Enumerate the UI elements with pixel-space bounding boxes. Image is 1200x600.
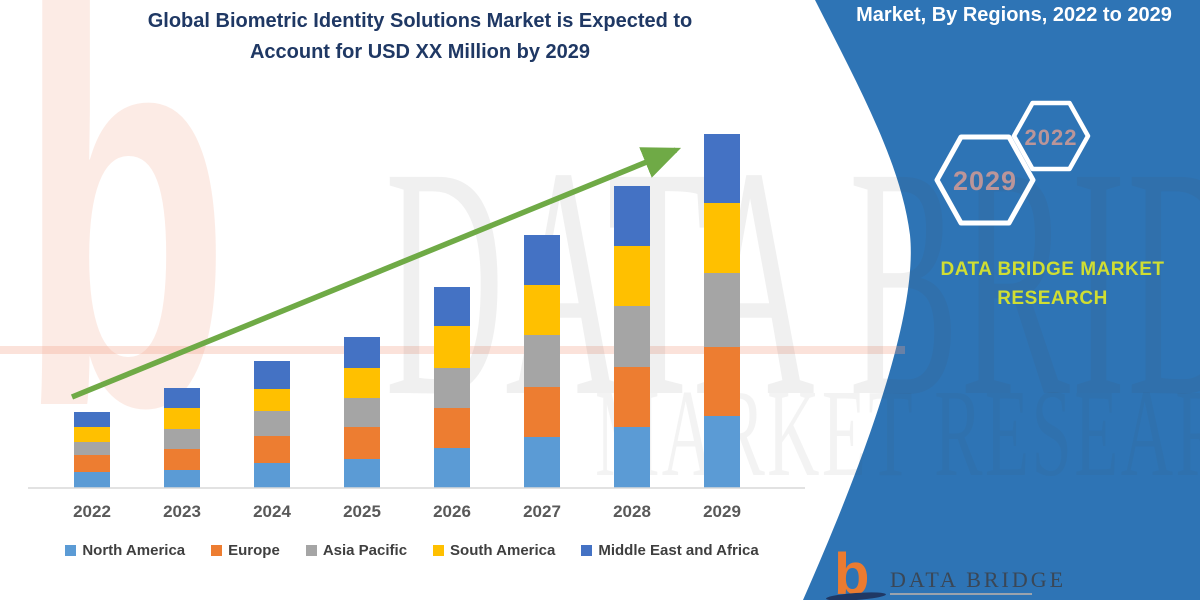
chart-title-line1: Global Biometric Identity Solutions Mark… bbox=[147, 10, 693, 32]
bar-segment bbox=[524, 285, 560, 335]
bar-segment bbox=[344, 368, 380, 398]
bar-segment bbox=[344, 427, 380, 459]
legend-swatch bbox=[211, 544, 223, 556]
legend-swatch bbox=[433, 544, 445, 556]
bar-segment bbox=[614, 427, 650, 488]
chart-title: Global Biometric Identity Solutions Mark… bbox=[60, 6, 780, 68]
bar-segment bbox=[434, 368, 470, 408]
bar-segment bbox=[434, 448, 470, 488]
bar-segment bbox=[254, 463, 290, 488]
legend-swatch bbox=[305, 544, 317, 556]
bar-segment bbox=[164, 470, 200, 488]
legend-label: South America bbox=[450, 541, 556, 559]
bar-segment bbox=[704, 347, 740, 416]
hexagon-label-2029: 2029 bbox=[952, 166, 1018, 196]
bar-segment bbox=[434, 326, 470, 368]
legend-label: Middle East and Africa bbox=[598, 541, 759, 559]
chart-legend: North America Europe Asia Pacific South Ame… bbox=[0, 540, 824, 560]
x-axis-tick-label: 2029 bbox=[703, 502, 741, 521]
hexagon-2022 bbox=[1011, 100, 1091, 172]
bar-segment bbox=[614, 306, 650, 367]
bar-segment bbox=[74, 442, 110, 455]
bar-segment bbox=[614, 367, 650, 427]
bar-segment bbox=[614, 186, 650, 246]
bar-segment bbox=[704, 203, 740, 273]
legend-swatch bbox=[581, 544, 593, 556]
panel-heading: Market, By Regions, 2022 to 2029 bbox=[856, 4, 1172, 26]
footer-wordmark-rule bbox=[890, 593, 1032, 595]
x-axis-tick-label: 2024 bbox=[253, 502, 291, 521]
bar-segment bbox=[704, 273, 740, 347]
trend-arrow bbox=[70, 147, 682, 400]
bar-segment bbox=[164, 408, 200, 429]
bar-segment bbox=[164, 449, 200, 470]
footer-logo-wordmark: DATA BRIDGE bbox=[890, 567, 1067, 592]
bar-segment bbox=[254, 389, 290, 411]
legend-item: Middle East and Africa bbox=[581, 541, 759, 559]
legend-swatch bbox=[65, 544, 77, 556]
bar-segment bbox=[524, 335, 560, 387]
bar-segment bbox=[344, 337, 380, 368]
bar-segment bbox=[704, 416, 740, 488]
hexagon-2029 bbox=[934, 134, 1036, 226]
bar-segment bbox=[74, 455, 110, 472]
bar-segment bbox=[254, 436, 290, 463]
bar-segment bbox=[254, 411, 290, 436]
bar-segment bbox=[164, 388, 200, 408]
footer-logo-b-icon: b bbox=[834, 542, 870, 600]
bar-segment bbox=[344, 398, 380, 427]
bar-segment bbox=[704, 134, 740, 203]
bar-segment bbox=[74, 472, 110, 488]
legend-label: Asia Pacific bbox=[322, 541, 408, 559]
hexagon-label-2022: 2022 bbox=[1024, 125, 1078, 150]
x-axis-tick-label: 2025 bbox=[343, 502, 381, 521]
chart-title-line2: Account for USD XX Million by 2029 bbox=[249, 41, 591, 63]
legend-item: North America bbox=[65, 542, 185, 559]
brand-text-line2: RESEARCH bbox=[997, 288, 1108, 309]
bar-segment bbox=[434, 408, 470, 448]
brand-text-line1: DATA BRIDGE MARKET bbox=[940, 259, 1165, 280]
footer-logo-tagline: MARKET RESEARCH bbox=[890, 597, 1092, 600]
bar-segment bbox=[434, 287, 470, 326]
bar-segment bbox=[614, 246, 650, 306]
x-axis-tick-label: 2026 bbox=[433, 502, 471, 521]
blue-swoosh-shape bbox=[803, 0, 1200, 600]
x-axis-tick-label: 2028 bbox=[613, 502, 651, 521]
x-axis-tick-label: 2023 bbox=[163, 502, 201, 521]
bar-segment bbox=[344, 459, 380, 488]
bar-segment bbox=[74, 412, 110, 427]
legend-item: Europe bbox=[211, 542, 280, 559]
bar-segment bbox=[524, 387, 560, 437]
legend-label: North America bbox=[82, 541, 186, 559]
bar-segment bbox=[254, 361, 290, 389]
legend-label: Europe bbox=[228, 541, 280, 559]
legend-item: South America bbox=[433, 542, 555, 559]
x-axis-tick-label: 2027 bbox=[523, 502, 561, 521]
brand-text: DATA BRIDGE MARKET RESEARCH bbox=[915, 255, 1190, 313]
x-axis-tick-label: 2022 bbox=[73, 502, 111, 521]
bar-segment bbox=[164, 429, 200, 449]
bar-segment bbox=[74, 427, 110, 442]
legend-item: Asia Pacific bbox=[305, 541, 408, 559]
bar-segment bbox=[524, 437, 560, 488]
bar-segment bbox=[524, 235, 560, 285]
